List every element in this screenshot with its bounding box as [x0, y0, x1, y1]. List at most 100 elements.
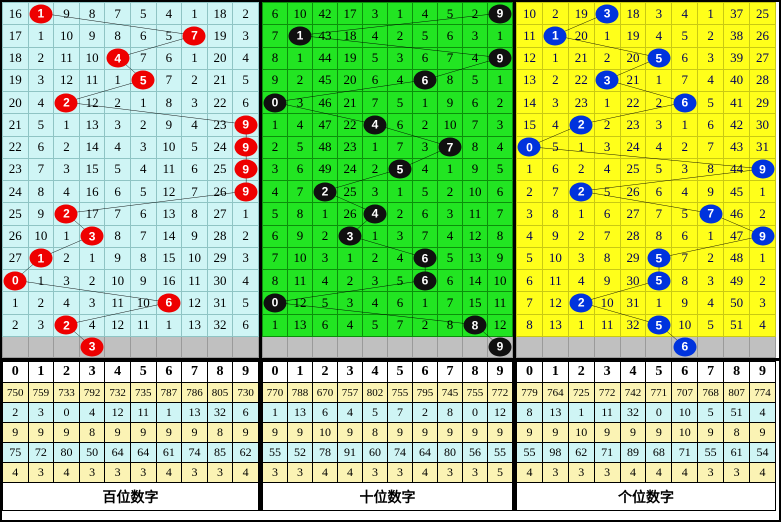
- stats-block-units: 0 1 2 3 4 5 6 7 8 9 779 764 725 772 742 771 707 768 807 774…: [516, 361, 776, 511]
- drawn-number-ball: 9: [234, 137, 258, 157]
- grid-cell: 3: [78, 224, 106, 248]
- grid-cell: 8: [645, 224, 673, 248]
- grid-cell: 2: [53, 90, 80, 115]
- grid-cell: 9: [462, 157, 488, 182]
- grid-cell: 7: [27, 157, 55, 182]
- grid-cell: 40: [723, 68, 751, 93]
- grid-cell: 8: [487, 224, 513, 248]
- grid-cell: 4: [53, 179, 80, 204]
- grid-cell: 11: [487, 291, 513, 315]
- grid-cell: 13: [287, 313, 313, 337]
- grid-cell: 42: [723, 113, 751, 137]
- stats-cell: 670: [312, 382, 338, 403]
- grid-cell: 29: [749, 90, 776, 115]
- stats-cell: 9: [129, 422, 157, 443]
- grid-cell: 5: [181, 135, 208, 159]
- drawn-number-ball: 0: [263, 93, 287, 113]
- drawn-number-ball: 0: [3, 271, 27, 291]
- grid-cell: [104, 335, 131, 359]
- drawn-number-ball: 2: [54, 204, 78, 224]
- grid-cell: 21: [567, 46, 595, 70]
- grid-cell: 3: [232, 24, 259, 48]
- grid-cell: 2: [2, 313, 29, 337]
- grid-cell: 16: [78, 179, 106, 204]
- grid-cell: 1: [27, 24, 55, 48]
- grid-cell: 2: [53, 246, 80, 271]
- grid-cell: 4: [337, 313, 363, 337]
- grid-cell: 4: [362, 113, 388, 137]
- stats-cell: 764: [541, 382, 569, 403]
- grid-row: 7 10 3 1 2 4 6 5 13 9: [262, 246, 513, 271]
- grid-cell: 3: [27, 68, 55, 93]
- stats-data-row: 770 788 670 757 802 755 795 745 755 772: [262, 382, 513, 403]
- grid-cell: 12: [104, 313, 131, 337]
- stats-cell: 3: [129, 462, 157, 483]
- grid-cell: 3: [541, 90, 569, 115]
- grid-cell: 1: [312, 202, 338, 226]
- grid-cell: 6: [412, 246, 438, 271]
- grid-cell: 4: [541, 113, 569, 137]
- grid-cell: 7: [129, 224, 157, 248]
- stats-cell: 72: [27, 442, 55, 463]
- units-panel: 10 2 19 3 18 3 4 1 37 25 11 1 20 1 19 4 5 2 38 26 12 1 21 2 20 5 6…: [516, 2, 776, 359]
- stats-cell: 9: [593, 422, 621, 443]
- drawn-number-ball: 4: [363, 115, 387, 135]
- grid-cell: 1: [697, 2, 725, 26]
- grid-cell: 5: [437, 246, 463, 271]
- grid-cell: 11: [516, 24, 543, 48]
- grid-cell: 37: [723, 2, 751, 26]
- grid-cell: 4: [697, 68, 725, 93]
- grid-row: 10 2 19 3 18 3 4 1 37 25: [516, 2, 776, 26]
- grid-cell: 6: [437, 24, 463, 48]
- stats-cell: 9: [337, 422, 363, 443]
- stats-cell: 9: [437, 422, 463, 443]
- grid-row: 7 12 2 10 31 1 9 4 50 3: [516, 291, 776, 315]
- grid-cell: 5: [697, 90, 725, 115]
- grid-cell: 42: [312, 2, 338, 26]
- stats-data-row: 1 13 6 4 5 7 2 8 0 12: [262, 402, 513, 423]
- stats-cell: 792: [78, 382, 106, 403]
- stats-cell: 3: [78, 462, 106, 483]
- stats-table: 0 1 2 3 4 5 6 7 8 9 750 759 733 792 732 735 787 786 805 730…: [2, 361, 259, 511]
- grid-cell: 8: [462, 313, 488, 337]
- grid-cell: 3: [671, 157, 699, 182]
- grid-cell: 5: [362, 313, 388, 337]
- grid-cell: 23: [206, 113, 234, 137]
- grid-cell: 25: [206, 157, 234, 182]
- grid-cell: 5: [387, 268, 413, 293]
- grid-cell: 22: [337, 113, 363, 137]
- grid-cell: 1: [53, 224, 80, 248]
- stats-cell: 725: [567, 382, 595, 403]
- grid-cell: 3: [181, 90, 208, 115]
- stats-cell: 8: [78, 422, 106, 443]
- grid-cell: 11: [287, 268, 313, 293]
- drawn-number-ball: 9: [751, 159, 774, 179]
- stats-cell: 62: [232, 442, 259, 463]
- grid-cell: [593, 335, 621, 359]
- grid-cell: 12: [541, 291, 569, 315]
- grid-row: 5 10 3 8 29 5 7 2 48 1: [516, 246, 776, 271]
- grid-cell: 7: [462, 113, 488, 137]
- grid-cell: 5: [129, 68, 157, 93]
- stats-header-cell: 6: [671, 361, 699, 383]
- grid-cell: 4: [567, 268, 595, 293]
- grid-cell: 6: [129, 24, 157, 48]
- grid-cell: 12: [516, 46, 543, 70]
- grid-cell: 5: [671, 202, 699, 226]
- stats-cell: 4: [619, 462, 647, 483]
- grid-cell: 23: [337, 135, 363, 159]
- grid-cell: [53, 335, 80, 359]
- grid-cell: 1: [593, 90, 621, 115]
- grid-cell: 12: [462, 224, 488, 248]
- grid-cell: 6: [181, 157, 208, 182]
- stats-cell: 9: [104, 422, 131, 443]
- stats-cell: 2: [412, 402, 438, 423]
- grid-cell: 3: [129, 135, 157, 159]
- stats-cell: 788: [287, 382, 313, 403]
- stats-cell: 32: [206, 402, 234, 423]
- stats-table: 0 1 2 3 4 5 6 7 8 9 779 764 725 772 742 771 707 768 807 774…: [516, 361, 776, 511]
- grid-cell: 8: [437, 313, 463, 337]
- grid-cell: 2: [437, 179, 463, 204]
- stats-cell: 32: [619, 402, 647, 423]
- stats-cell: 3: [104, 462, 131, 483]
